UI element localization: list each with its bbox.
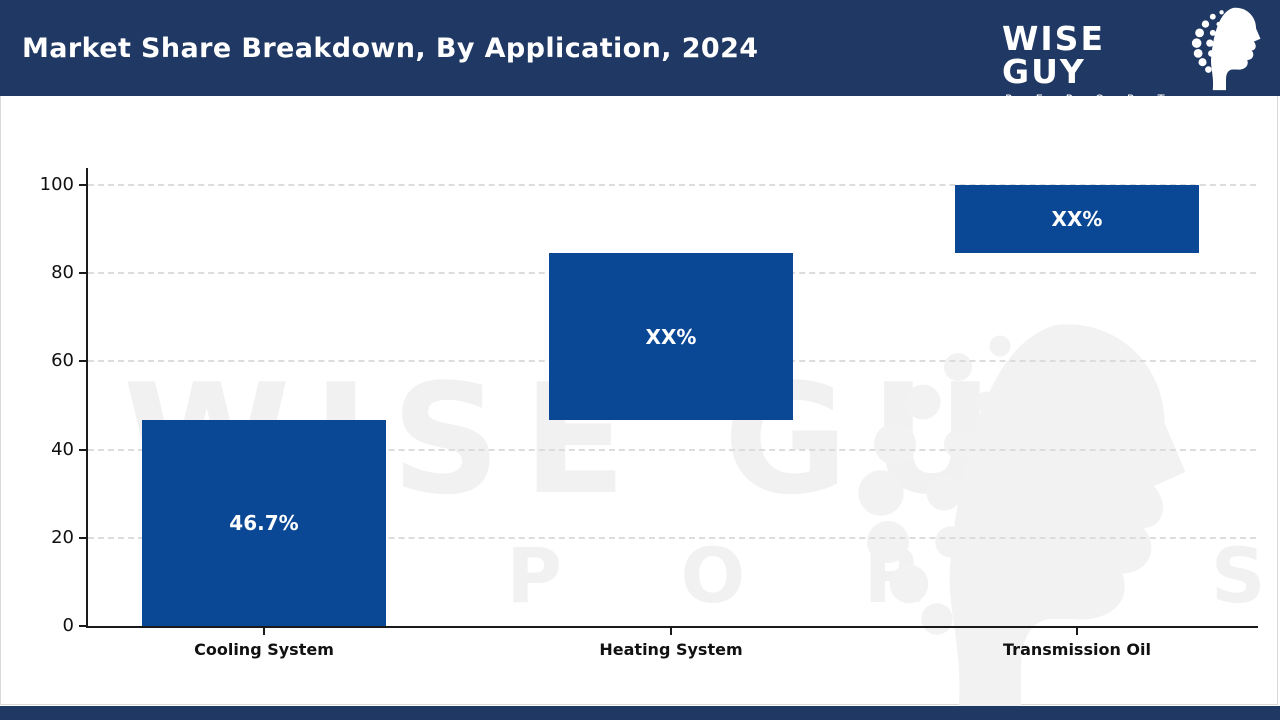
y-axis-spine xyxy=(86,168,88,628)
x-category-label-0: Cooling System xyxy=(194,640,334,659)
y-tick-label-80: 80 xyxy=(51,262,74,284)
x-axis-spine xyxy=(86,626,1258,628)
x-category-label-1: Heating System xyxy=(599,640,743,659)
gridline-y-40 xyxy=(88,448,1256,451)
bar-value-label: XX% xyxy=(645,324,697,349)
bar-heating-system: XX% xyxy=(549,253,793,421)
bar-value-label: XX% xyxy=(1051,207,1103,232)
y-tick-label-0: 0 xyxy=(62,615,74,636)
y-tick-label-100: 100 xyxy=(39,174,74,195)
y-axis-tick-60 xyxy=(79,360,87,363)
x-axis-tick-0 xyxy=(263,628,265,635)
y-axis-tick-100 xyxy=(79,184,87,186)
bar-cooling-system: 46.7% xyxy=(142,420,386,626)
y-tick-label-40: 40 xyxy=(51,438,74,460)
y-axis-tick-0 xyxy=(79,625,87,627)
x-axis-tick-2 xyxy=(1076,628,1078,635)
footer-band xyxy=(0,706,1280,720)
x-axis-tick-1 xyxy=(670,628,672,635)
gridline-y-20 xyxy=(88,536,1256,539)
gridline-y-100 xyxy=(88,184,1256,186)
y-axis-tick-40 xyxy=(79,448,87,451)
y-tick-label-20: 20 xyxy=(51,526,74,548)
header-band: Market Share Breakdown, By Application, … xyxy=(0,0,1280,120)
x-category-label-2: Transmission Oil xyxy=(1003,640,1151,659)
y-axis-tick-20 xyxy=(79,536,87,539)
y-tick-label-60: 60 xyxy=(51,350,74,372)
logo-wordmark-line1: WISE GUY xyxy=(1002,19,1105,91)
chart-title: Market Share Breakdown, By Application, … xyxy=(22,32,759,64)
y-axis-tick-80 xyxy=(79,272,87,275)
bar-value-label: 46.7% xyxy=(229,511,299,536)
bar-transmission-oil: XX% xyxy=(955,185,1199,254)
